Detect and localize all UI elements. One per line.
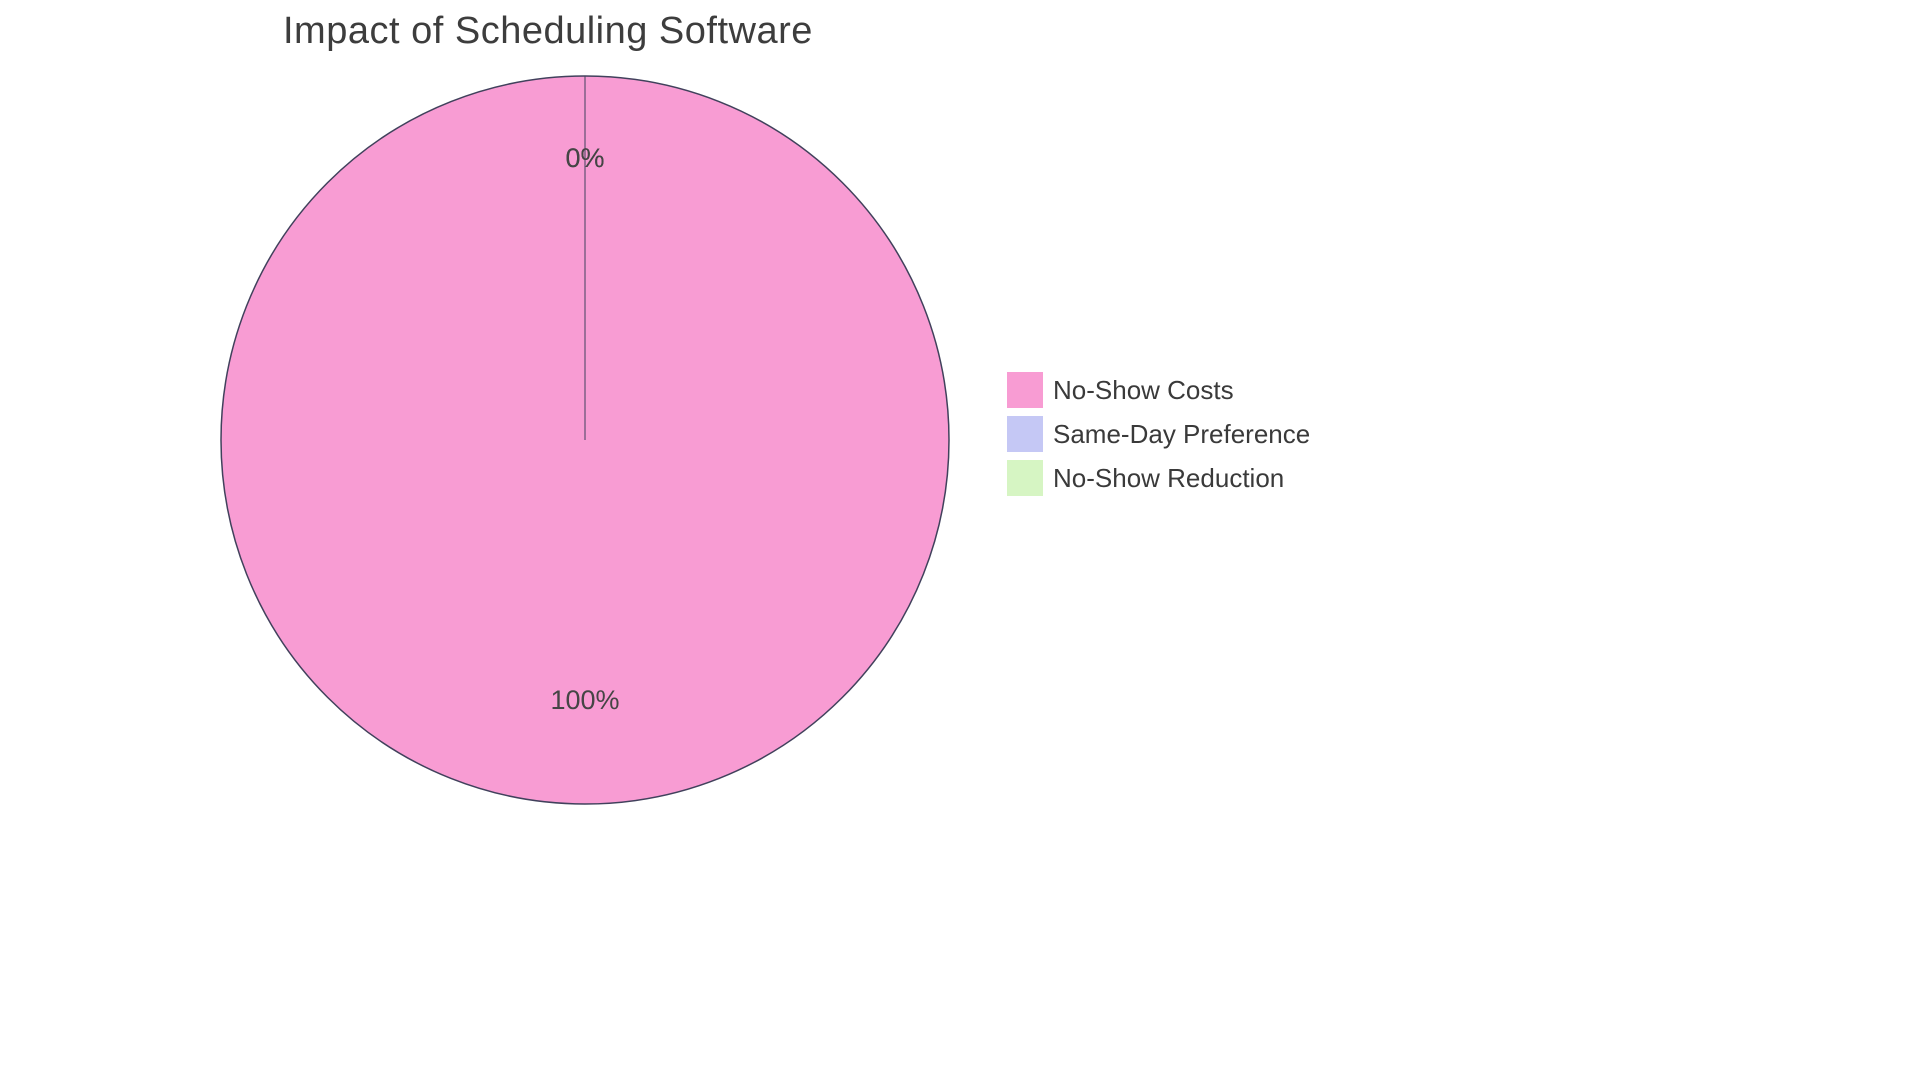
svg-text:0%: 0% [565, 143, 604, 173]
legend-item: No-Show Reduction [1007, 460, 1310, 496]
legend-swatch-same-day-preference [1007, 416, 1043, 452]
legend-item: No-Show Costs [1007, 372, 1310, 408]
svg-text:0%: 0% [565, 143, 604, 173]
legend-label-same-day-preference: Same-Day Preference [1053, 418, 1311, 449]
legend-swatch-no-show-costs [1007, 372, 1043, 408]
chart-title: Impact of Scheduling Software [283, 10, 813, 52]
legend-label-no-show-costs: No-Show Costs [1053, 374, 1234, 405]
legend-swatch-no-show-reduction [1007, 460, 1043, 496]
legend-item: Same-Day Preference [1007, 416, 1310, 452]
legend-label-no-show-reduction: No-Show Reduction [1053, 462, 1285, 493]
svg-text:100%: 100% [550, 685, 619, 715]
legend: No-Show Costs Same-Day Preference No-Sho… [1007, 372, 1310, 496]
